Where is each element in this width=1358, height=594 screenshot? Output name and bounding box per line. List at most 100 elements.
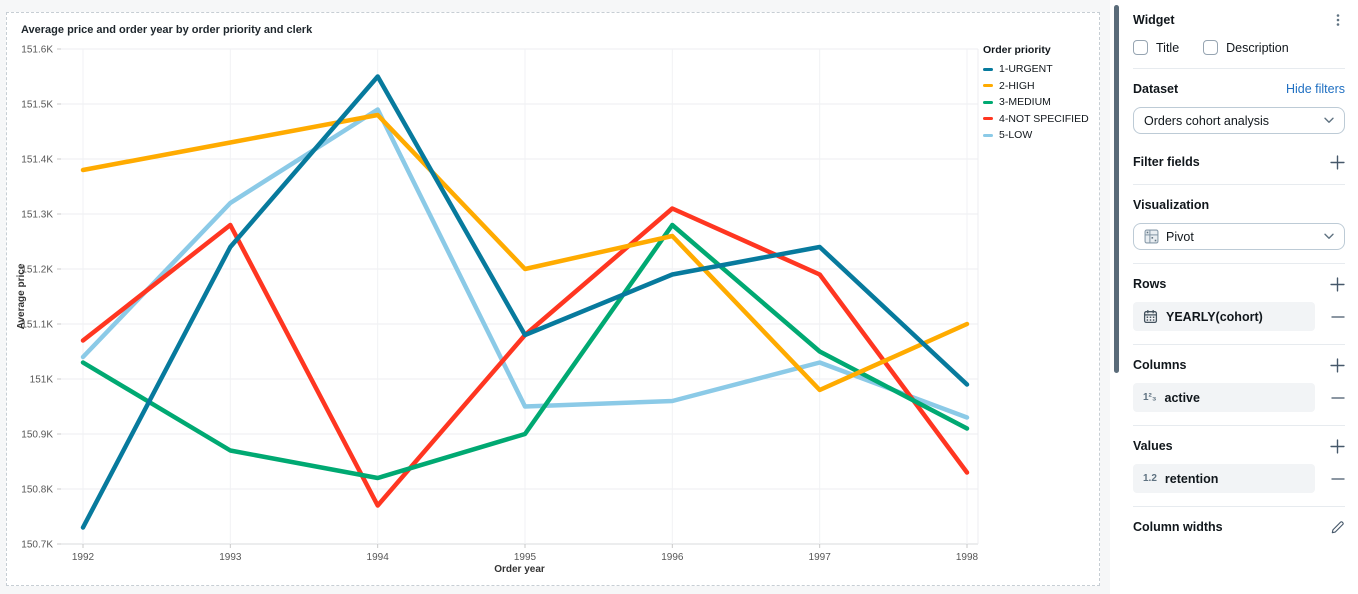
add-value-field-button[interactable] bbox=[1330, 438, 1345, 454]
x-axis-title: Order year bbox=[494, 564, 545, 575]
plus-icon bbox=[1330, 438, 1345, 454]
title-checkbox-group[interactable]: Title bbox=[1133, 40, 1179, 55]
remove-columns-field-button[interactable] bbox=[1331, 391, 1345, 405]
y-tick-label: 151.3K bbox=[21, 210, 53, 221]
description-checkbox-group[interactable]: Description bbox=[1203, 40, 1289, 55]
hide-filters-link[interactable]: Hide filters bbox=[1285, 82, 1345, 96]
add-row-field-button[interactable] bbox=[1330, 276, 1345, 292]
visualization-select[interactable]: Pivot bbox=[1133, 223, 1345, 250]
minus-icon bbox=[1331, 315, 1345, 318]
calendar-icon bbox=[1143, 310, 1158, 324]
filter-fields-section: Filter fields bbox=[1133, 147, 1345, 185]
x-tick-label: 1993 bbox=[219, 552, 242, 563]
dataset-select[interactable]: Orders cohort analysis bbox=[1133, 107, 1345, 134]
x-tick-label: 1994 bbox=[367, 552, 390, 563]
dataset-select-value: Orders cohort analysis bbox=[1144, 113, 1270, 128]
y-tick-label: 150.8K bbox=[21, 485, 53, 496]
values-section: Values 1.2 retention bbox=[1133, 426, 1345, 507]
legend-item[interactable]: 1-URGENT bbox=[983, 63, 1101, 75]
number-icon: 1²₃ bbox=[1143, 392, 1157, 403]
legend-item[interactable]: 2-HIGH bbox=[983, 80, 1101, 92]
rows-section: Rows YEARLY(cohort) bbox=[1133, 264, 1345, 345]
widget-section-title: Widget bbox=[1133, 13, 1175, 27]
legend-item[interactable]: 4-NOT SPECIFIED bbox=[983, 113, 1101, 125]
legend-swatch-icon bbox=[983, 84, 993, 87]
values-field-chip[interactable]: 1.2 retention bbox=[1133, 464, 1315, 493]
legend-swatch-icon bbox=[983, 117, 993, 120]
dataset-section-title: Dataset bbox=[1133, 82, 1179, 96]
x-tick-label: 1996 bbox=[661, 552, 684, 563]
visualization-section: Visualization Pivot bbox=[1133, 185, 1345, 264]
legend-item[interactable]: 3-MEDIUM bbox=[983, 96, 1101, 108]
legend-label: 5-LOW bbox=[999, 129, 1033, 141]
minus-icon bbox=[1331, 477, 1345, 480]
x-tick-label: 1995 bbox=[514, 552, 537, 563]
title-checkbox[interactable] bbox=[1133, 40, 1148, 55]
widget-menu-button[interactable] bbox=[1331, 13, 1345, 27]
pencil-icon bbox=[1331, 520, 1344, 533]
legend-item[interactable]: 5-LOW bbox=[983, 129, 1101, 141]
legend-label: 4-NOT SPECIFIED bbox=[999, 112, 1089, 125]
chart-legend: Order priority 1-URGENT 2-HIGH 3-MEDIUM 4-N… bbox=[983, 44, 1101, 146]
panel-scrollbar[interactable] bbox=[1114, 5, 1119, 373]
x-tick-label: 1997 bbox=[809, 552, 832, 563]
widget-config-panel: Widget Title Description Dataset Hide fi… bbox=[1110, 0, 1358, 594]
description-checkbox[interactable] bbox=[1203, 40, 1219, 55]
legend-title: Order priority bbox=[983, 44, 1051, 56]
legend-label: 2-HIGH bbox=[999, 79, 1035, 92]
legend-label: 1-URGENT bbox=[999, 63, 1053, 75]
line-chart: 151.6K 151.5K 151.4K 151.3K 151.2K 151.1K 151K… bbox=[16, 45, 979, 576]
y-tick-label: 151.5K bbox=[21, 100, 53, 111]
plus-icon bbox=[1330, 154, 1345, 170]
edit-column-widths-button[interactable] bbox=[1330, 520, 1345, 535]
y-tick-label: 151.2K bbox=[21, 265, 53, 276]
visualization-select-value: Pivot bbox=[1166, 229, 1194, 244]
title-checkbox-label: Title bbox=[1156, 40, 1180, 55]
columns-field-name: active bbox=[1164, 390, 1200, 405]
pivot-icon bbox=[1144, 229, 1159, 244]
chart-widget[interactable]: Average price and order year by order pr… bbox=[6, 12, 1100, 586]
legend-swatch-icon bbox=[983, 133, 993, 137]
chart-title: Average price and order year by order pr… bbox=[21, 24, 313, 36]
series-line-1-URGENT bbox=[80, 74, 970, 530]
visualization-title: Visualization bbox=[1133, 198, 1210, 212]
rows-title: Rows bbox=[1133, 277, 1167, 291]
columns-field-chip[interactable]: 1²₃ active bbox=[1133, 383, 1315, 412]
chevron-down-icon bbox=[1324, 233, 1334, 239]
remove-rows-field-button[interactable] bbox=[1331, 310, 1345, 324]
y-axis-title: Average price bbox=[16, 263, 27, 329]
y-tick-label: 151.1K bbox=[21, 320, 53, 331]
plus-icon bbox=[1330, 276, 1345, 292]
rows-field-chip[interactable]: YEARLY(cohort) bbox=[1133, 302, 1315, 331]
y-tick-label: 151K bbox=[30, 375, 54, 386]
x-tick-label: 1992 bbox=[72, 552, 95, 563]
add-filter-field-button[interactable] bbox=[1330, 154, 1345, 170]
legend-swatch-icon bbox=[983, 67, 993, 71]
legend-swatch-icon bbox=[983, 100, 993, 104]
chevron-down-icon bbox=[1324, 117, 1334, 123]
column-widths-title: Column widths bbox=[1133, 520, 1223, 534]
y-tick-label: 150.9K bbox=[21, 430, 53, 441]
column-widths-section: Column widths bbox=[1133, 507, 1345, 549]
series-line-2-HIGH bbox=[80, 112, 970, 393]
minus-icon bbox=[1331, 396, 1345, 399]
rows-field-name: YEARLY(cohort) bbox=[1166, 309, 1263, 324]
legend-label: 3-MEDIUM bbox=[999, 96, 1051, 108]
values-field-name: retention bbox=[1164, 471, 1219, 486]
series-line-3-MEDIUM bbox=[80, 222, 970, 481]
y-tick-label: 151.4K bbox=[21, 155, 53, 166]
columns-section: Columns 1²₃ active bbox=[1133, 345, 1345, 426]
y-tick-label: 150.7K bbox=[21, 540, 53, 551]
plus-icon bbox=[1330, 357, 1345, 373]
description-checkbox-label: Description bbox=[1226, 40, 1289, 55]
y-tick-label: 151.6K bbox=[21, 45, 53, 56]
dataset-section: Dataset Hide filters Orders cohort analy… bbox=[1133, 69, 1345, 147]
add-column-field-button[interactable] bbox=[1330, 357, 1345, 373]
decimal-icon: 1.2 bbox=[1143, 473, 1157, 484]
kebab-menu-icon bbox=[1336, 14, 1340, 26]
values-title: Values bbox=[1133, 439, 1173, 453]
filter-fields-title: Filter fields bbox=[1133, 155, 1200, 169]
x-tick-label: 1998 bbox=[956, 552, 979, 563]
remove-values-field-button[interactable] bbox=[1331, 472, 1345, 486]
columns-title: Columns bbox=[1133, 358, 1187, 372]
